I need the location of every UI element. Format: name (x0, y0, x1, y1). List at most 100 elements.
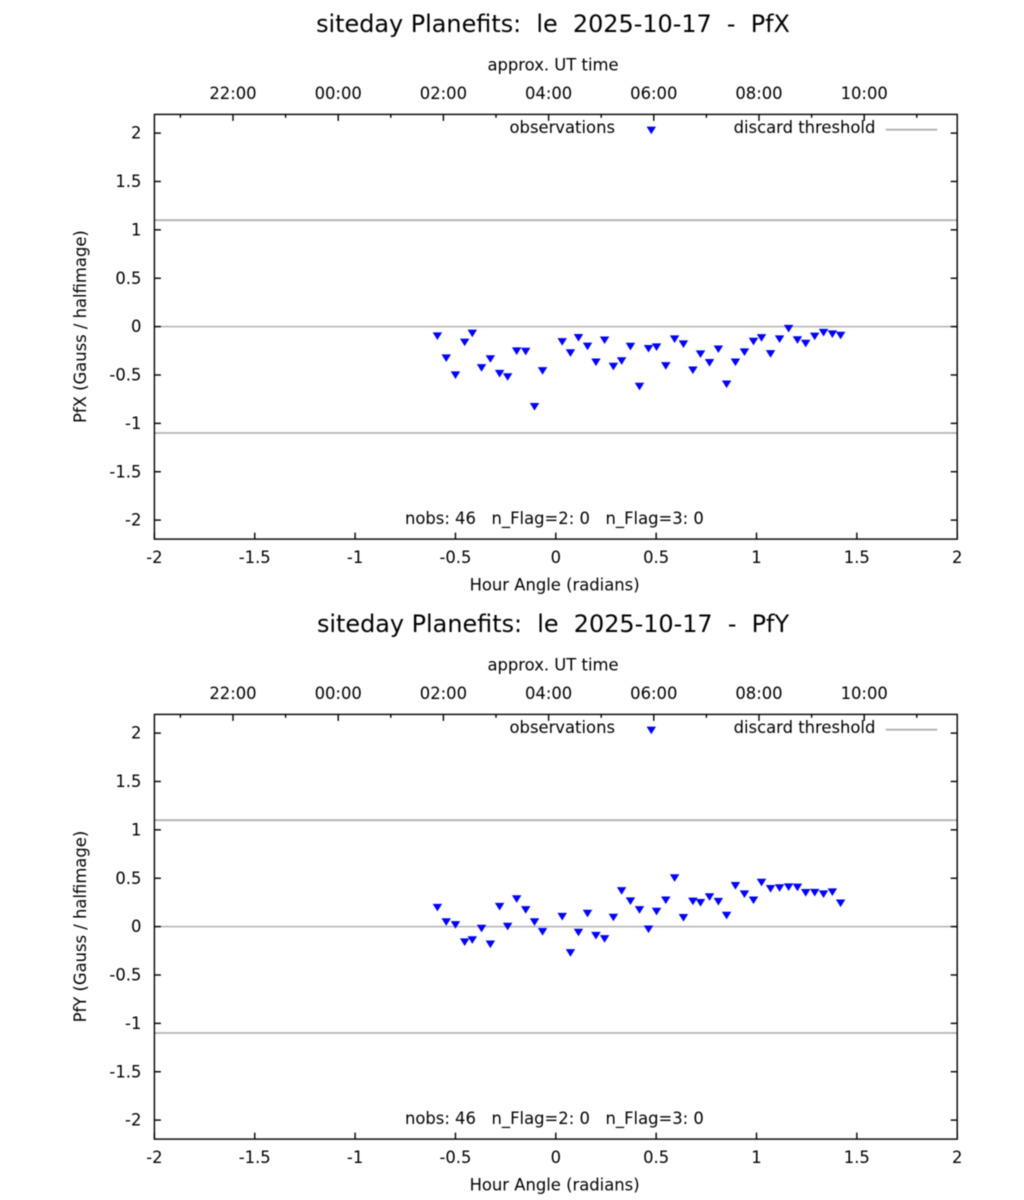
observation-marker (688, 897, 698, 906)
observation-marker (625, 342, 636, 351)
y-tick-label: -0.5 (109, 966, 141, 985)
observation-marker (730, 358, 741, 367)
observation-marker (520, 347, 531, 356)
observation-marker (529, 918, 540, 926)
y-tick-label: -2 (125, 511, 141, 530)
observation-marker (704, 358, 715, 367)
observation-marker (739, 890, 750, 898)
x2-tick-label: 00:00 (315, 684, 362, 703)
observation-marker (557, 338, 567, 346)
observation-marker (573, 334, 584, 342)
observation-marker (809, 332, 820, 341)
observation-marker (476, 924, 487, 933)
x-axis-label: Hour Angle (radians) (470, 1175, 640, 1194)
observation-marker (494, 369, 505, 378)
nobs-annotation: nobs: 46 n_Flag=2: 0 n_Flag=3: 0 (405, 1109, 704, 1129)
observation-marker (557, 912, 567, 921)
observation-marker (765, 350, 776, 358)
x2-tick-label: 22:00 (209, 684, 256, 703)
nobs-annotation: nobs: 46 n_Flag=2: 0 n_Flag=3: 0 (405, 509, 704, 529)
y-tick-label: -1.5 (109, 1062, 141, 1081)
y-tick-label: -1 (125, 1014, 141, 1033)
observation-marker (827, 330, 838, 338)
observation-marker (809, 888, 820, 897)
observation-marker (695, 350, 706, 358)
x2-tick-label: 22:00 (209, 84, 256, 103)
x-tick-label: -0.5 (439, 1148, 471, 1167)
observation-marker (485, 355, 496, 363)
x-tick-label: -1 (347, 548, 363, 567)
observation-marker (634, 382, 645, 391)
observation-marker (643, 925, 654, 934)
observation-marker (730, 881, 741, 890)
observation-marker (520, 906, 531, 914)
observation-marker (441, 354, 451, 363)
observation-marker (651, 907, 662, 916)
observation-marker (765, 884, 776, 893)
observation-marker (695, 898, 706, 907)
observation-marker (432, 332, 443, 340)
x-tick-label: -1.5 (239, 1148, 271, 1167)
x2-tick-label: 04:00 (525, 684, 572, 703)
observation-marker (713, 897, 724, 906)
x2-tick-label: 08:00 (735, 684, 782, 703)
x-tick-label: -2 (146, 1148, 162, 1167)
x2-tick-label: 06:00 (630, 84, 677, 103)
observation-marker (835, 331, 846, 340)
observation-marker (441, 918, 451, 926)
observation-marker (450, 921, 461, 929)
y-tick-label: 0 (131, 917, 141, 936)
chart-title: siteday Planefits: le 2025-10-17 - PfY (317, 610, 789, 638)
x-axis-label: Hour Angle (radians) (470, 575, 640, 594)
x2-tick-label: 04:00 (525, 84, 572, 103)
observation-marker (565, 349, 576, 357)
observation-marker (494, 902, 505, 911)
observation-marker (774, 335, 785, 343)
plot-svg: 2 1.5 1 0.5 0 -0.5 -1 -1.5 -2 -2 -1.5 -1 -0.5 0 0.5 1 1.… (71, 610, 962, 1195)
legend-observations-marker (646, 126, 657, 135)
observation-marker (783, 883, 794, 892)
x-tick-label: 1 (751, 1148, 761, 1167)
y-tick-label: 2 (131, 724, 141, 743)
observation-marker (678, 340, 689, 349)
x-tick-label: 1.5 (844, 1148, 870, 1167)
observation-marker (748, 896, 759, 905)
y-axis-label: PfY (Gauss / halfimage) (71, 831, 90, 1023)
y-tick-label: -1 (125, 414, 141, 433)
x-tick-label: -1.5 (239, 548, 271, 567)
x2-tick-label: 02:00 (420, 84, 467, 103)
x2-tick-label: 06:00 (630, 684, 677, 703)
observation-marker (634, 906, 645, 914)
observation-marker (678, 913, 689, 922)
observation-marker (511, 347, 522, 355)
observation-marker (616, 887, 627, 895)
x-tick-label: 1.5 (844, 548, 870, 567)
x-tick-label: 0 (551, 548, 561, 567)
observation-marker (818, 890, 829, 898)
observation-marker (485, 940, 496, 949)
plot-svg: 2 1.5 1 0.5 0 -0.5 -1 -1.5 -2 -2 -1.5 -1 -0.5 0 0.5 1 1.… (71, 10, 962, 595)
observation-marker (573, 928, 584, 937)
x-tick-label: 0 (551, 1148, 561, 1167)
observation-marker (476, 364, 487, 372)
x-tick-label: 2 (952, 548, 962, 567)
observation-marker (835, 899, 846, 908)
observation-marker (591, 931, 601, 940)
observation-marker (608, 362, 619, 371)
y-tick-label: -0.5 (109, 366, 141, 385)
observation-marker (582, 342, 593, 351)
observation-marker (432, 903, 443, 912)
observation-marker (529, 403, 540, 411)
observation-marker (800, 339, 811, 348)
observation-marker (582, 909, 593, 918)
observation-marker (608, 913, 619, 922)
chart-pfx: 2 1.5 1 0.5 0 -0.5 -1 -1.5 -2 -2 -1.5 -1 -0.5 0 0.5 1 1.… (71, 10, 962, 595)
observation-marker (818, 328, 829, 337)
x-tick-label: -1 (347, 1148, 363, 1167)
observation-marker (756, 878, 767, 887)
observation-marker (511, 895, 522, 903)
x-tick-label: 1 (751, 548, 761, 567)
y-tick-label: -1.5 (109, 462, 141, 481)
x2-tick-label: 02:00 (420, 684, 467, 703)
x-tick-label: -0.5 (439, 548, 471, 567)
